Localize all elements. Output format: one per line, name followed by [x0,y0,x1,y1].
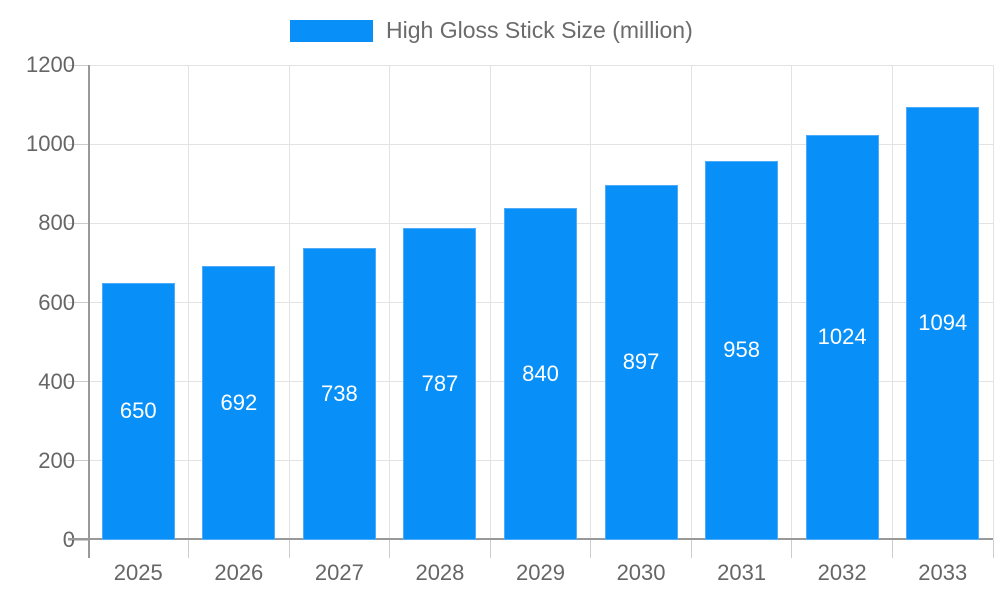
y-axis-label: 200 [38,447,75,473]
bar-2032: 1024 [805,134,879,540]
bar-value-label: 787 [421,371,459,397]
bar-value-label: 958 [723,337,760,363]
bar-value-label: 1094 [918,310,968,336]
y-axis-label: 800 [38,210,75,236]
x-axis-tick [288,540,290,558]
bar-2028: 787 [403,228,477,540]
x-axis-tick [791,540,793,558]
x-axis-tick [188,540,190,558]
x-axis-label: 2025 [113,560,163,585]
legend-swatch [290,19,373,42]
y-axis-label: 0 [0,529,75,551]
gridline-vertical [791,65,793,540]
y-axis-tick [68,143,88,145]
x-axis-label: 2026 [214,560,264,585]
y-axis-label: 600 [38,289,75,315]
bar-2025: 650 [101,282,175,540]
gridline-vertical [188,65,190,540]
x-axis-label: 2029 [516,560,565,585]
gridline-vertical [389,65,391,540]
bar-value-label: 840 [522,360,559,386]
chart-legend-item[interactable]: High Gloss Stick Size (million) [290,19,693,42]
bar-value-label: 897 [622,349,660,375]
x-axis-label: 2031 [717,560,767,585]
x-axis-label: 2032 [817,560,867,585]
y-axis-label: 1200 [26,52,75,77]
x-axis-tick [690,540,692,558]
x-axis-label: 2028 [415,560,465,585]
plot-area: 0200400600800100012006502025692202673820… [26,54,994,584]
x-axis-tick [590,540,592,558]
bar-2030: 897 [604,184,678,540]
gridline-vertical [992,65,994,540]
y-axis-label: 400 [38,368,75,394]
gridline-vertical [690,65,692,540]
y-axis-tick [68,539,88,541]
y-axis-label: 1000 [26,131,75,157]
bar-value-label: 650 [119,398,157,424]
x-axis-tick [891,540,893,558]
gridline-vertical [590,65,592,540]
x-axis-tick [389,540,391,558]
bar-2026: 692 [202,266,276,540]
bar-2033: 1094 [906,106,980,540]
bar-2031: 958 [705,160,779,540]
y-axis-line [88,65,90,558]
gridline-horizontal [88,64,993,66]
bar-2029: 840 [504,207,577,540]
gridline-vertical [489,65,491,540]
y-axis-tick [68,460,88,462]
y-axis-tick [68,302,88,303]
gridline-vertical [288,65,290,540]
gridline-horizontal [88,143,993,145]
y-axis-tick [68,64,88,66]
bar-value-label: 692 [220,390,258,416]
bar-value-label: 738 [321,380,358,406]
x-axis-label: 2030 [616,560,666,585]
legend-label: High Gloss Stick Size (million) [386,17,693,43]
bar-2027: 738 [302,247,376,540]
x-axis-label: 2027 [314,560,364,585]
x-axis-tick [489,540,491,558]
y-axis-tick [68,381,88,383]
x-axis-tick [992,540,994,558]
gridline-vertical [891,65,893,540]
x-axis-label: 2033 [918,560,968,585]
y-axis-tick [68,222,88,224]
bar-value-label: 1024 [817,324,867,350]
